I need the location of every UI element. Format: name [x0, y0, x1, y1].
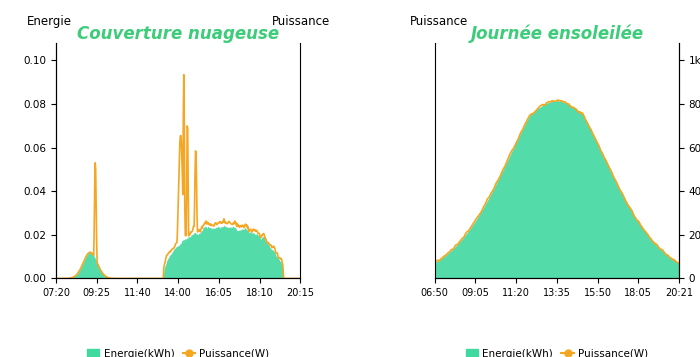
Title: Couverture nuageuse: Couverture nuageuse: [77, 25, 279, 43]
Text: Puissance: Puissance: [410, 15, 468, 27]
Text: Puissance: Puissance: [272, 15, 330, 27]
Legend: Energie(kWh), Puissance(W): Energie(kWh), Puissance(W): [83, 345, 274, 357]
Legend: Energie(kWh), Puissance(W): Energie(kWh), Puissance(W): [461, 345, 652, 357]
Title: Journée ensoleilée: Journée ensoleilée: [470, 24, 643, 43]
Text: Energie: Energie: [27, 15, 71, 27]
